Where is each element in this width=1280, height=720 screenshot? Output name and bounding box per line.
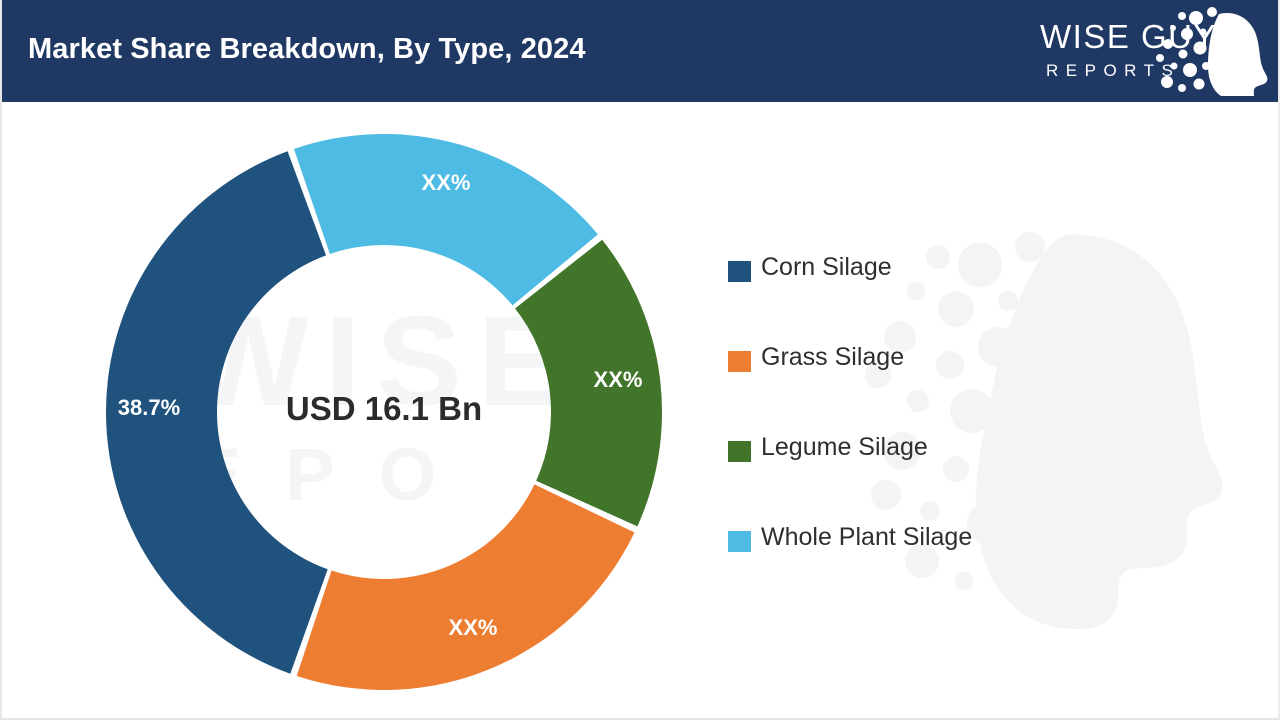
legend-item-whole-plant-silage[interactable]: Whole Plant Silage xyxy=(728,517,1028,607)
legend-label: Grass Silage xyxy=(761,343,905,371)
legend-item-grass-silage[interactable]: Grass Silage xyxy=(728,337,1028,427)
legend-item-legume-silage[interactable]: Legume Silage xyxy=(728,427,1028,517)
donut-slice-legume-silage[interactable] xyxy=(515,239,662,527)
legend-label: Whole Plant Silage xyxy=(761,523,973,551)
chart-legend: Corn Silage Grass Silage Legume Silage W… xyxy=(728,247,1028,607)
legend-swatch-icon xyxy=(728,531,751,552)
donut-slice-grass-silage[interactable] xyxy=(296,484,635,690)
legend-swatch-icon xyxy=(728,351,751,372)
donut-slice-corn-silage[interactable] xyxy=(106,151,328,674)
legend-swatch-icon xyxy=(728,261,751,282)
donut-svg xyxy=(106,134,662,690)
legend-label: Legume Silage xyxy=(761,433,928,461)
legend-swatch-icon xyxy=(728,441,751,462)
legend-label: Corn Silage xyxy=(761,253,892,281)
legend-item-corn-silage[interactable]: Corn Silage xyxy=(728,247,1028,337)
wise-guy-reports-logo: WISE GUY REPORTS xyxy=(1040,7,1268,97)
header-bar xyxy=(2,0,1278,102)
svg-text:REPORTS: REPORTS xyxy=(1046,61,1180,80)
page-title: Market Share Breakdown, By Type, 2024 xyxy=(28,33,586,65)
donut-chart xyxy=(106,134,662,690)
donut-center-value: USD 16.1 Bn xyxy=(285,390,483,427)
donut-slice-whole-plant-silage[interactable] xyxy=(293,134,598,306)
